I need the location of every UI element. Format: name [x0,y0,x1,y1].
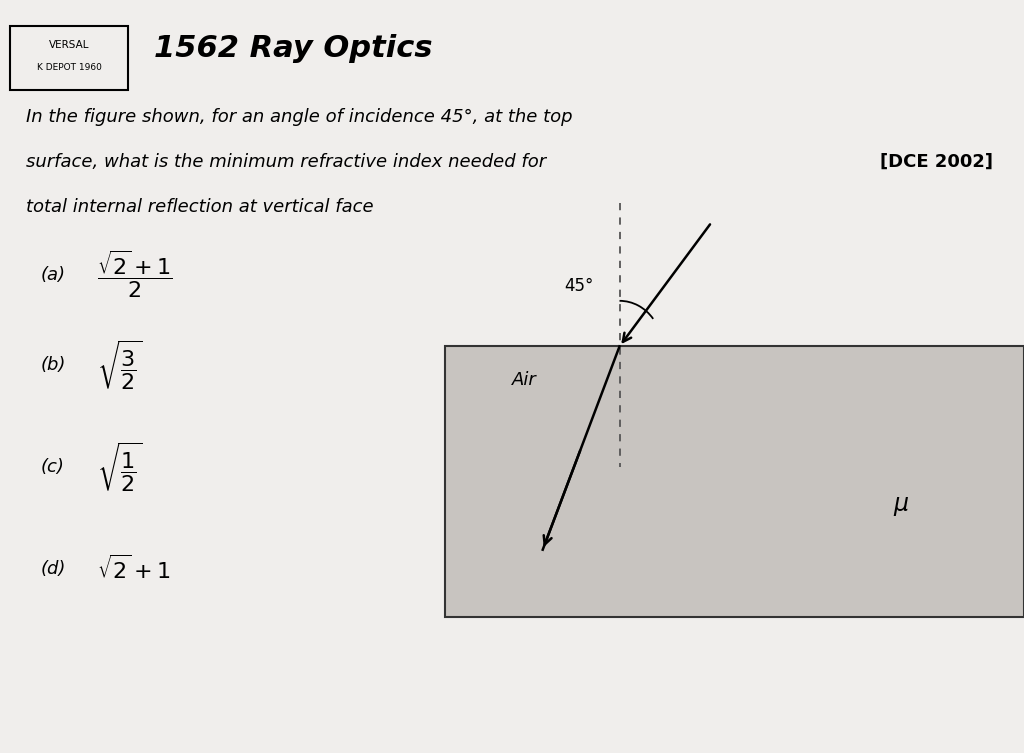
Text: surface, what is the minimum refractive index needed for: surface, what is the minimum refractive … [26,153,546,171]
Text: [DCE 2002]: [DCE 2002] [881,153,993,171]
Bar [445,346,1024,617]
Text: 45°: 45° [564,277,593,295]
FancyBboxPatch shape [10,26,128,90]
Text: (b): (b) [41,356,67,374]
Text: VERSAL: VERSAL [49,40,90,50]
Text: $\sqrt{\dfrac{1}{2}}$: $\sqrt{\dfrac{1}{2}}$ [97,441,142,493]
Text: K DEPOT 1960: K DEPOT 1960 [37,63,102,72]
Text: μ: μ [894,492,908,516]
Text: total internal reflection at vertical face: total internal reflection at vertical fa… [26,198,373,216]
Text: $\sqrt{2}+1$: $\sqrt{2}+1$ [97,554,171,583]
Text: (a): (a) [41,266,66,284]
Text: (c): (c) [41,458,65,476]
Text: $\dfrac{\sqrt{2}+1}{2}$: $\dfrac{\sqrt{2}+1}{2}$ [97,249,173,300]
Text: Air: Air [512,371,537,389]
Text: $\sqrt{\dfrac{3}{2}}$: $\sqrt{\dfrac{3}{2}}$ [97,339,142,392]
Text: 1562 Ray Optics: 1562 Ray Optics [154,35,432,63]
Text: In the figure shown, for an angle of incidence 45°, at the top: In the figure shown, for an angle of inc… [26,108,572,126]
Text: (d): (d) [41,559,67,578]
